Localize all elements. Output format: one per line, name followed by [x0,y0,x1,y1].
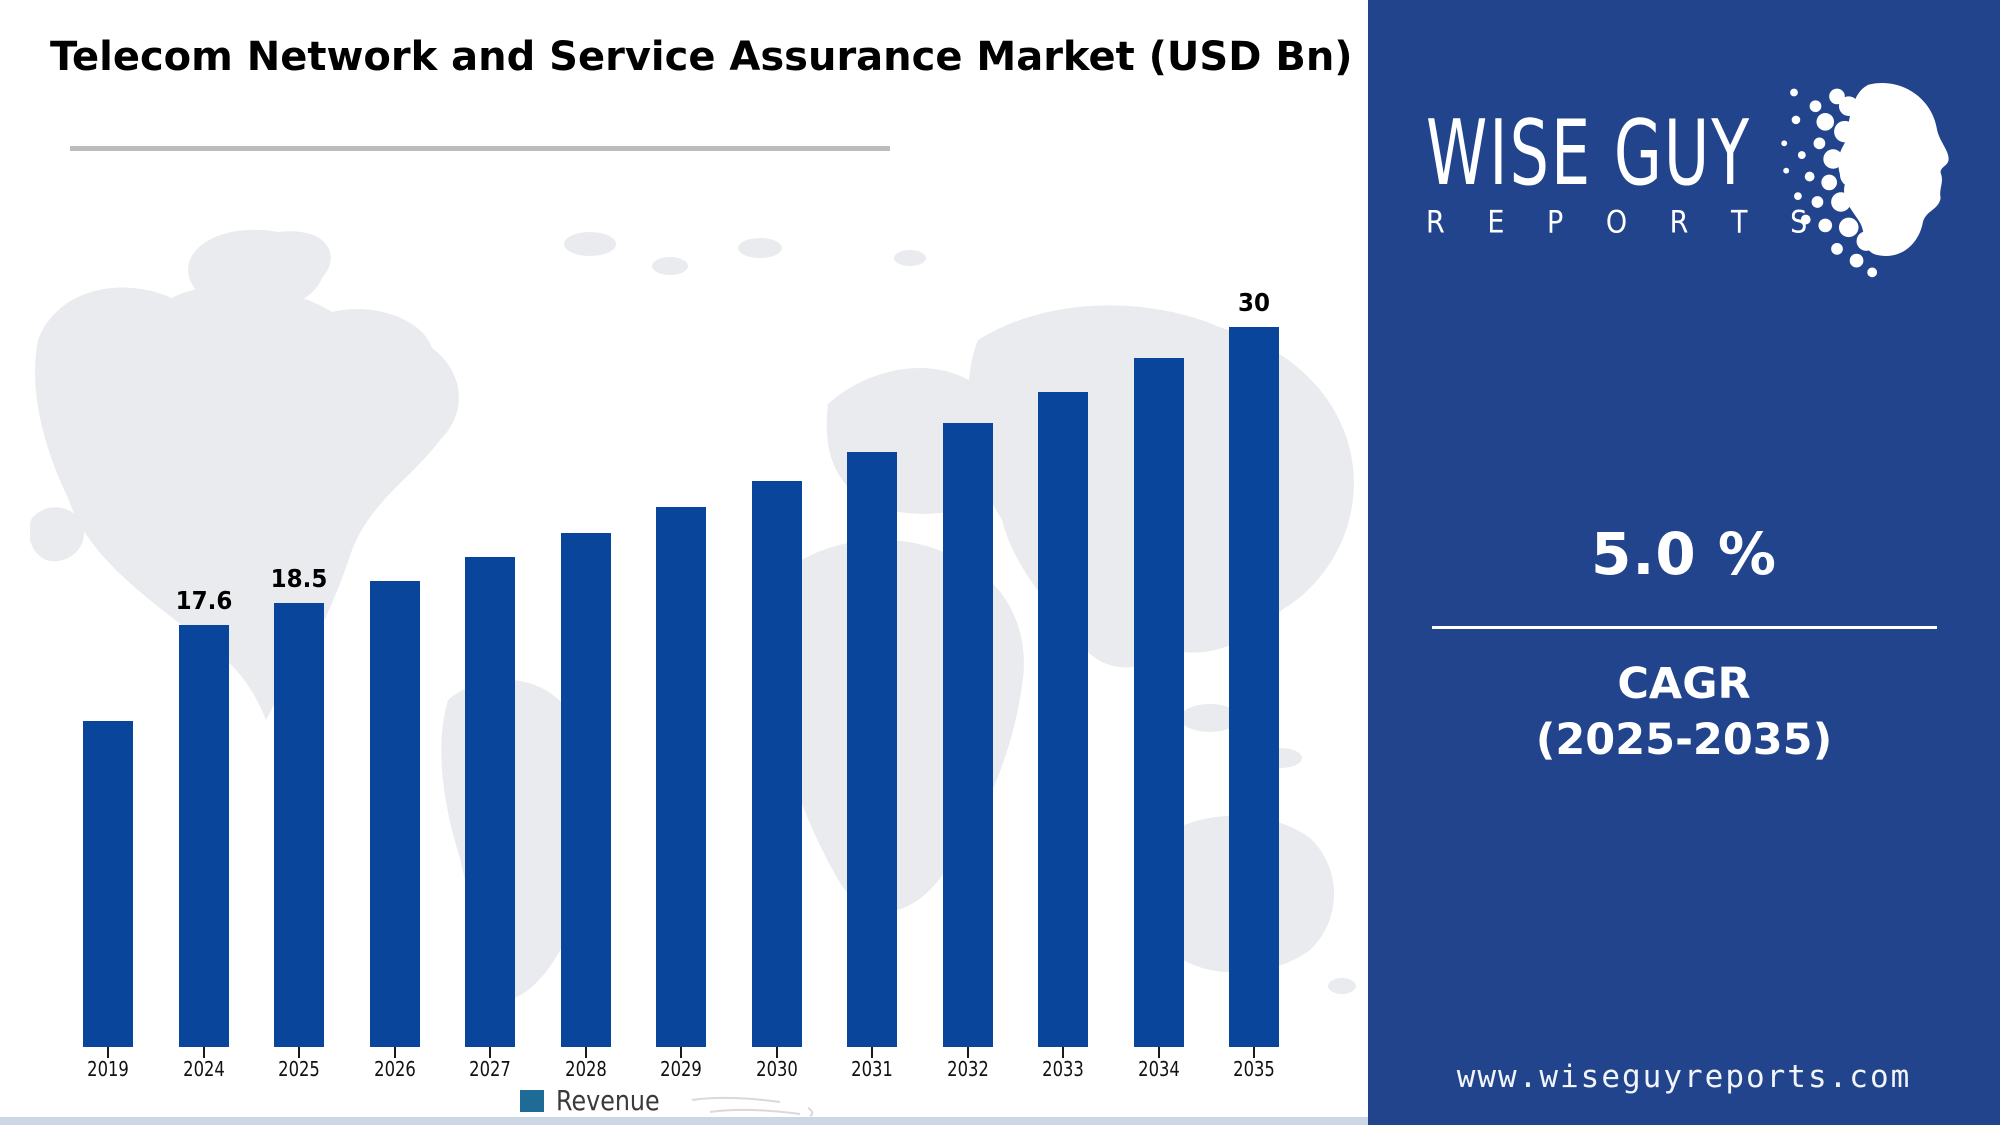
cagr-block: 5.0 % CAGR (2025-2035) [1368,520,2000,765]
value-label-2025: 18.5 [270,564,328,593]
cagr-period: (2025-2035) [1535,715,1833,765]
x-axis-label-2031: 2031 [851,1057,893,1081]
x-axis-tick-2019 [107,1047,109,1058]
x-axis-tick-2025 [298,1047,300,1058]
x-axis-label-2019: 2019 [87,1057,129,1081]
title-underline [70,146,890,151]
revenue-bar-2031 [847,452,897,1047]
revenue-bar-2030 [751,481,802,1047]
x-axis-tick-2029 [680,1047,682,1058]
website-url: www.wiseguyreports.com [1456,1059,1912,1095]
x-axis-label-2026: 2026 [373,1057,416,1081]
logo-wordmark: WISE GUY [1426,100,1752,206]
revenue-bar-2034 [1133,358,1184,1047]
x-axis-tick-2032 [966,1047,969,1058]
legend-swatch-revenue [520,1089,544,1112]
x-axis-label-2035: 2035 [1233,1057,1275,1081]
legend-decorative-squiggle [691,1096,814,1117]
revenue-bar-2019 [83,721,133,1047]
cagr-value: 5.0 % [1590,520,1778,588]
revenue-bar-2024 [178,625,229,1047]
x-axis-tick-2034 [1157,1047,1160,1058]
chart-panel: Telecom Network and Service Assurance Ma… [0,34,1368,1125]
x-axis-tick-2026 [393,1047,396,1058]
revenue-bar-2027 [465,557,515,1047]
x-axis-tick-2035 [1253,1047,1255,1058]
legend: Revenue [500,1076,832,1125]
x-axis-label-2025: 2025 [278,1057,320,1081]
revenue-bar-2025 [274,603,324,1047]
revenue-bar-2033 [1038,392,1088,1047]
logo-subtitle: R E P O R T S [1426,205,1825,241]
sidebar: WISE GUY R E P O R T S 5.0 % CAGR (2025-… [1368,0,2000,1125]
value-label-2024: 17.6 [175,586,232,615]
revenue-bar-2026 [369,581,420,1047]
legend-label-revenue: Revenue [556,1084,660,1117]
wise-guy-reports-logo: WISE GUY R E P O R T S [1426,72,1966,292]
x-axis-label-2032: 2032 [946,1057,989,1081]
x-axis-tick-2033 [1062,1047,1064,1058]
bottom-accent-strip [0,1117,1368,1125]
cagr-divider [1431,626,1937,629]
dotted-head-icon [1781,82,1949,278]
x-axis-label-2024: 2024 [182,1057,225,1081]
revenue-bar-2035 [1229,327,1279,1047]
x-axis-label-2033: 2033 [1042,1057,1084,1081]
chart-title: Telecom Network and Service Assurance Ma… [50,34,1353,80]
revenue-bar-2032 [942,423,993,1047]
value-label-2035: 30 [1237,288,1271,317]
x-axis-label-2034: 2034 [1137,1057,1180,1081]
x-axis-tick-2027 [489,1047,491,1058]
revenue-bar-2029 [656,507,706,1047]
x-axis-tick-2030 [775,1047,778,1058]
cagr-label: CAGR [1617,659,1751,709]
revenue-bar-2028 [560,533,611,1047]
x-axis-tick-2028 [584,1047,587,1058]
logo-text: WISE GUY R E P O R T S [1426,100,1826,241]
x-axis-tick-2024 [202,1047,205,1058]
x-axis-tick-2031 [871,1047,873,1058]
